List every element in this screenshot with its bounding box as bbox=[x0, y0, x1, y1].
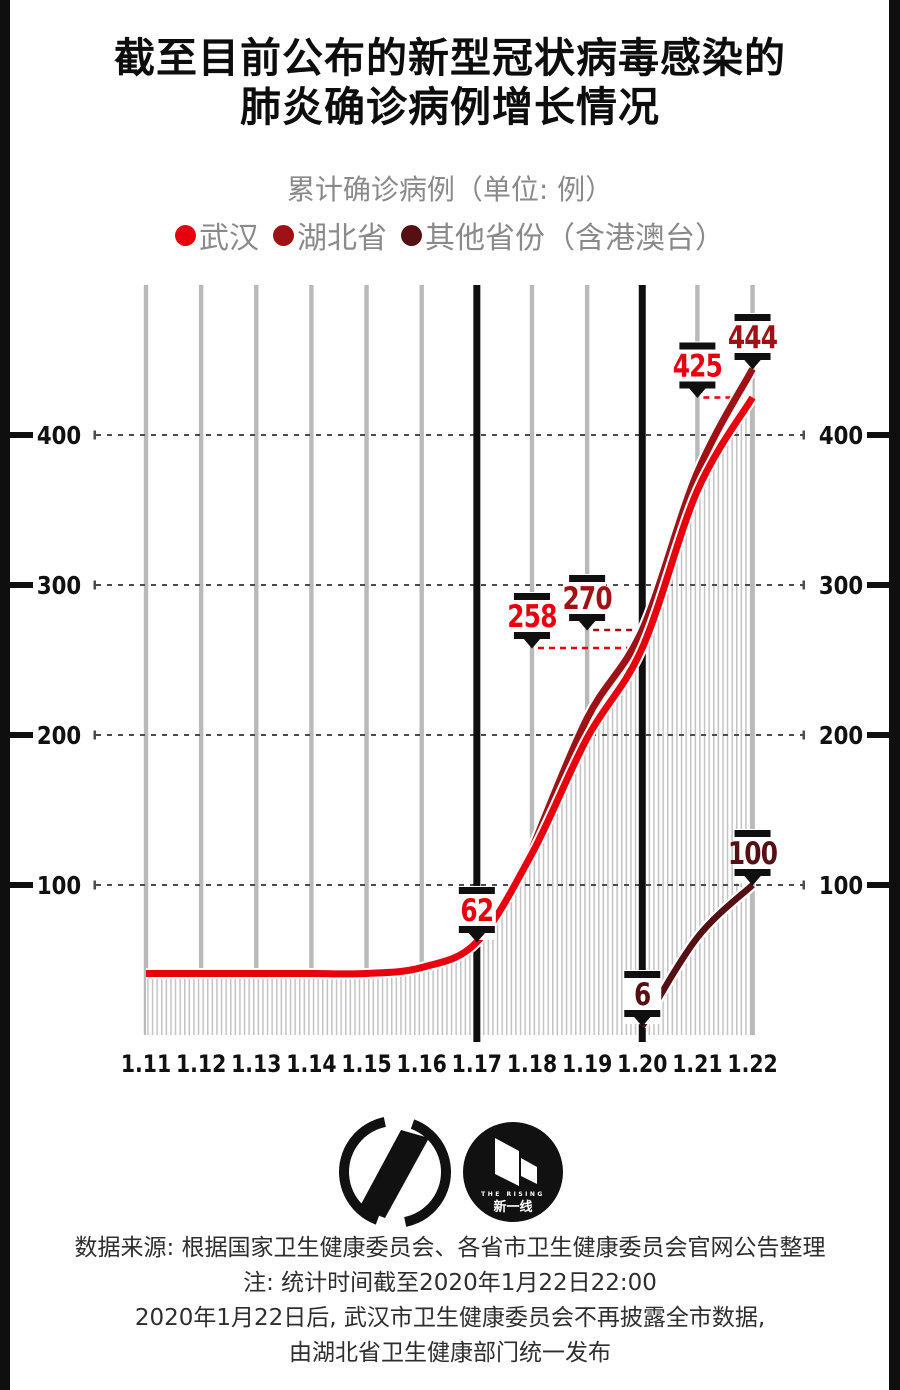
legend-dot-icon bbox=[175, 224, 196, 246]
y-tick-right bbox=[867, 882, 890, 888]
x-axis-label-1.12: 1.12 bbox=[176, 1050, 226, 1078]
footer-note-line: 数据来源: 根据国家卫生健康委员会、各省市卫生健康委员会官网公告整理 bbox=[74, 1235, 826, 1261]
footer-note-line: 注: 统计时间截至2020年1月22日22:00 bbox=[243, 1270, 657, 1296]
page-title: 截至目前公布的新型冠状病毒感染的 肺炎确诊病例增长情况 bbox=[20, 34, 880, 132]
y-tick-right bbox=[867, 432, 890, 438]
legend-item: 湖北省 bbox=[273, 213, 387, 257]
annotation-value: 100 bbox=[728, 835, 778, 871]
legend-item: 武汉 bbox=[175, 213, 259, 257]
gridline-end-tick bbox=[802, 730, 805, 740]
x-axis-label-1.16: 1.16 bbox=[397, 1050, 447, 1078]
vertical-gridline-1.12 bbox=[198, 285, 204, 1035]
y-tick-left bbox=[10, 432, 33, 438]
vertical-gridline-1.19 bbox=[584, 285, 590, 1035]
rising-logo-text-cn: 新一线 bbox=[493, 1199, 532, 1215]
y-tick-right bbox=[867, 732, 890, 738]
yicai-logo-icon bbox=[339, 1116, 451, 1228]
annotation-value: 258 bbox=[507, 598, 556, 634]
annotation-value: 444 bbox=[728, 319, 778, 355]
x-axis-label-1.21: 1.21 bbox=[672, 1050, 722, 1078]
highlight-date-line-1.17 bbox=[473, 285, 481, 1042]
y-axis-label-left: 400 bbox=[37, 421, 81, 450]
gridline-end-tick bbox=[802, 880, 805, 890]
x-axis-label-1.20: 1.20 bbox=[617, 1050, 667, 1078]
chart-legend: 武汉 湖北省 其他省份（含港澳台） bbox=[0, 213, 900, 257]
legend-label: 武汉 bbox=[199, 221, 259, 256]
x-axis-label-1.19: 1.19 bbox=[562, 1050, 612, 1078]
y-axis-label-right: 300 bbox=[819, 571, 863, 600]
y-axis-label-left: 100 bbox=[37, 871, 81, 900]
rising-logo-text-en: THE RISING bbox=[481, 1191, 545, 1198]
annotation-6: 6 bbox=[623, 970, 662, 1027]
vertical-gridline-1.13 bbox=[254, 285, 259, 1035]
legend-dot-icon bbox=[273, 224, 294, 246]
left-edge-bar bbox=[0, 0, 10, 1390]
gridline-end-tick bbox=[802, 580, 805, 590]
footer-notes: 数据来源: 根据国家卫生健康委员会、各省市卫生健康委员会官网公告整理 注: 统计… bbox=[0, 1231, 900, 1371]
gridline-end-tick bbox=[93, 430, 96, 440]
y-axis-label-left: 300 bbox=[37, 571, 81, 600]
vertical-gridline-1.18 bbox=[529, 285, 535, 1035]
annotation-value: 62 bbox=[460, 892, 493, 928]
legend-item: 其他省份（含港澳台） bbox=[401, 213, 725, 257]
highlight-date-line-1.20 bbox=[638, 285, 646, 1042]
series-line-1 bbox=[528, 367, 756, 851]
gridline-end-tick bbox=[802, 430, 805, 440]
vertical-gridline-1.11 bbox=[143, 285, 149, 1035]
y-tick-left bbox=[10, 582, 33, 588]
legend-label: 其他省份（含港澳台） bbox=[425, 221, 725, 256]
y-tick-left bbox=[10, 882, 33, 888]
y-tick-left bbox=[10, 732, 33, 738]
annotation-100: 100 bbox=[728, 829, 778, 886]
annotation-value: 270 bbox=[562, 580, 612, 616]
footer-note-line: 2020年1月22日后, 武汉市卫生健康委员会不再披露全市数据, bbox=[134, 1305, 766, 1331]
x-axis-label-1.14: 1.14 bbox=[286, 1050, 336, 1078]
rising-lab-logo-icon: THE RISING 新一线 bbox=[463, 1122, 563, 1222]
annotation-value: 425 bbox=[673, 348, 722, 384]
page-title-line2: 肺炎确诊病例增长情况 bbox=[240, 83, 660, 131]
vertical-gridline-last-lower bbox=[750, 397, 755, 1035]
y-axis-label-right: 200 bbox=[819, 721, 863, 750]
page-title-line1: 截至目前公布的新型冠状病毒感染的 bbox=[114, 34, 786, 82]
legend-label: 湖北省 bbox=[297, 221, 387, 256]
x-axis-label-1.11: 1.11 bbox=[121, 1050, 171, 1078]
chart-subtitle: 累计确诊病例（单位: 例） bbox=[286, 173, 614, 206]
y-axis-label-right: 100 bbox=[819, 871, 863, 900]
annotation-270: 270 bbox=[562, 574, 613, 631]
footer-note-line: 由湖北省卫生健康部门统一发布 bbox=[289, 1340, 611, 1366]
vertical-gridline-1.16 bbox=[419, 285, 424, 1035]
annotation-425: 425 bbox=[673, 341, 723, 398]
y-tick-right bbox=[867, 582, 890, 588]
x-axis-label-1.17: 1.17 bbox=[452, 1050, 502, 1078]
gridline-end-tick bbox=[93, 580, 96, 590]
footer-logos: THE RISING 新一线 bbox=[0, 1112, 900, 1232]
x-axis-label-1.15: 1.15 bbox=[341, 1050, 391, 1078]
gridline-end-tick bbox=[93, 730, 96, 740]
annotation-62: 62 bbox=[457, 886, 496, 943]
legend-dot-icon bbox=[401, 224, 422, 246]
hatched-area bbox=[146, 397, 753, 1035]
x-axis-label-1.18: 1.18 bbox=[507, 1050, 557, 1078]
y-axis-label-right: 400 bbox=[819, 421, 863, 450]
x-axis-label-1.22: 1.22 bbox=[727, 1050, 777, 1078]
annotation-258: 258 bbox=[507, 592, 557, 649]
annotation-value: 6 bbox=[634, 976, 651, 1012]
gridline-end-tick bbox=[93, 880, 96, 890]
x-axis-label-1.13: 1.13 bbox=[231, 1050, 281, 1078]
y-axis-label-left: 200 bbox=[37, 721, 81, 750]
right-edge-bar bbox=[889, 0, 900, 1390]
vertical-gridline-1.15 bbox=[364, 285, 369, 1035]
vertical-gridline-1.14 bbox=[309, 285, 314, 1035]
annotation-444: 444 bbox=[728, 313, 778, 370]
